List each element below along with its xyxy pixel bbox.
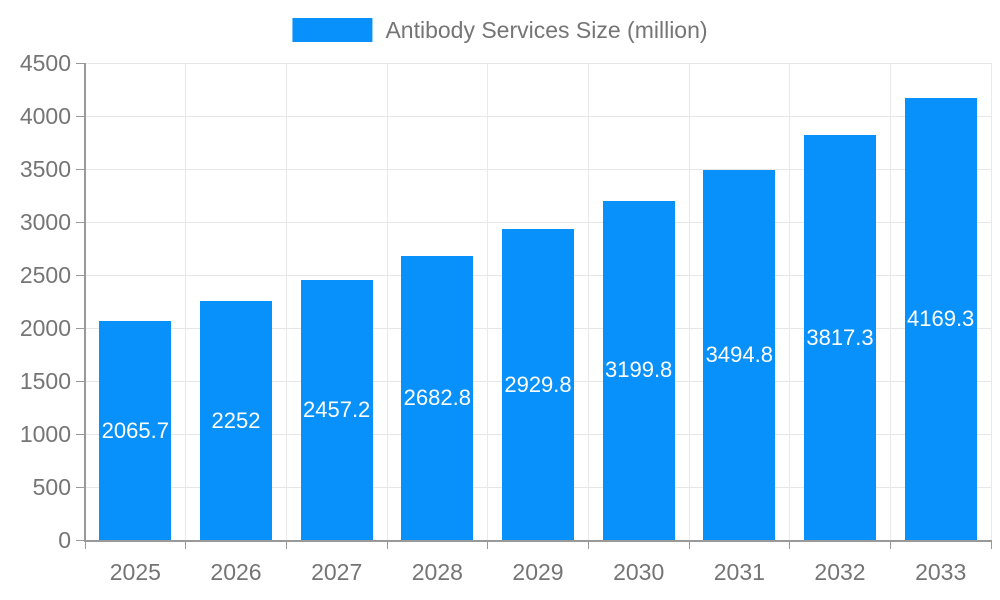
x-axis-label: 2032	[814, 559, 866, 585]
x-axis-label: 2029	[512, 559, 564, 585]
y-axis-label: 0	[58, 527, 71, 553]
x-axis-label: 2026	[210, 559, 262, 585]
bar-2026[interactable]	[200, 301, 272, 540]
bar-value-label: 3817.3	[806, 324, 874, 350]
y-gridline	[85, 221, 991, 223]
y-axis-tick	[76, 539, 85, 541]
x-axis-label: 2028	[411, 559, 463, 585]
y-gridline	[85, 62, 991, 64]
x-axis-line	[84, 540, 992, 542]
legend-item[interactable]: Antibody Services Size (million)	[292, 17, 708, 43]
x-axis-tick	[386, 540, 388, 549]
bar-value-label: 2457.2	[303, 396, 371, 422]
x-gridline	[487, 63, 489, 540]
x-axis-label: 2027	[311, 559, 363, 585]
x-axis-label: 2025	[109, 559, 161, 585]
y-axis-tick	[76, 62, 85, 64]
x-axis-tick	[84, 540, 86, 549]
y-axis-tick	[76, 486, 85, 488]
x-axis-tick	[889, 540, 891, 549]
y-axis-tick	[76, 327, 85, 329]
bar-2029[interactable]	[502, 229, 574, 540]
bar-value-label: 2065.7	[101, 417, 169, 443]
y-axis-label: 3500	[19, 156, 71, 182]
y-axis-tick	[76, 380, 85, 382]
x-gridline	[789, 63, 791, 540]
x-gridline	[386, 63, 388, 540]
bar-2033[interactable]	[904, 98, 977, 540]
y-gridline	[85, 168, 991, 170]
y-axis-label: 2500	[19, 262, 71, 288]
x-gridline	[185, 63, 187, 540]
x-axis-label: 2030	[613, 559, 665, 585]
bar-value-label: 2929.8	[504, 371, 572, 397]
y-axis-tick	[76, 274, 85, 276]
x-gridline	[889, 63, 891, 540]
y-axis-label: 500	[32, 474, 71, 500]
y-axis-label: 2000	[19, 315, 71, 341]
legend-label: Antibody Services Size (million)	[385, 17, 708, 43]
bar-2027[interactable]	[300, 279, 373, 540]
x-axis-label: 2033	[915, 559, 967, 585]
bar-value-label: 2252	[211, 407, 261, 433]
bar-value-label: 2682.8	[403, 384, 471, 410]
bar-2030[interactable]	[602, 200, 675, 540]
x-gridline	[587, 63, 589, 540]
x-axis-tick	[789, 540, 791, 549]
x-gridline	[285, 63, 287, 540]
y-gridline	[85, 115, 991, 117]
y-axis-tick	[76, 433, 85, 435]
y-axis-label: 1000	[19, 421, 71, 447]
x-axis-tick	[587, 540, 589, 549]
bar-2028[interactable]	[401, 255, 474, 540]
bar-2025[interactable]	[99, 321, 172, 540]
y-axis-label: 4500	[19, 50, 71, 76]
legend-swatch	[292, 18, 373, 42]
bar-value-label: 3199.8	[605, 357, 673, 383]
y-axis-tick	[76, 168, 85, 170]
y-axis-tick	[76, 221, 85, 223]
x-axis-tick	[487, 540, 489, 549]
x-axis-tick	[285, 540, 287, 549]
y-axis-label: 1500	[19, 368, 71, 394]
y-axis-label: 4000	[19, 103, 71, 129]
x-gridline	[688, 63, 690, 540]
bar-2031[interactable]	[703, 169, 776, 540]
bar-value-label: 3494.8	[705, 341, 773, 367]
x-axis-label: 2031	[713, 559, 765, 585]
y-axis-label: 3000	[19, 209, 71, 235]
bar-2032[interactable]	[804, 135, 876, 540]
x-axis-tick	[990, 540, 992, 549]
y-axis-line	[84, 63, 86, 542]
bar-value-label: 4169.3	[907, 306, 975, 332]
x-gridline	[990, 63, 992, 540]
x-axis-tick	[185, 540, 187, 549]
y-axis-tick	[76, 115, 85, 117]
x-axis-tick	[688, 540, 690, 549]
